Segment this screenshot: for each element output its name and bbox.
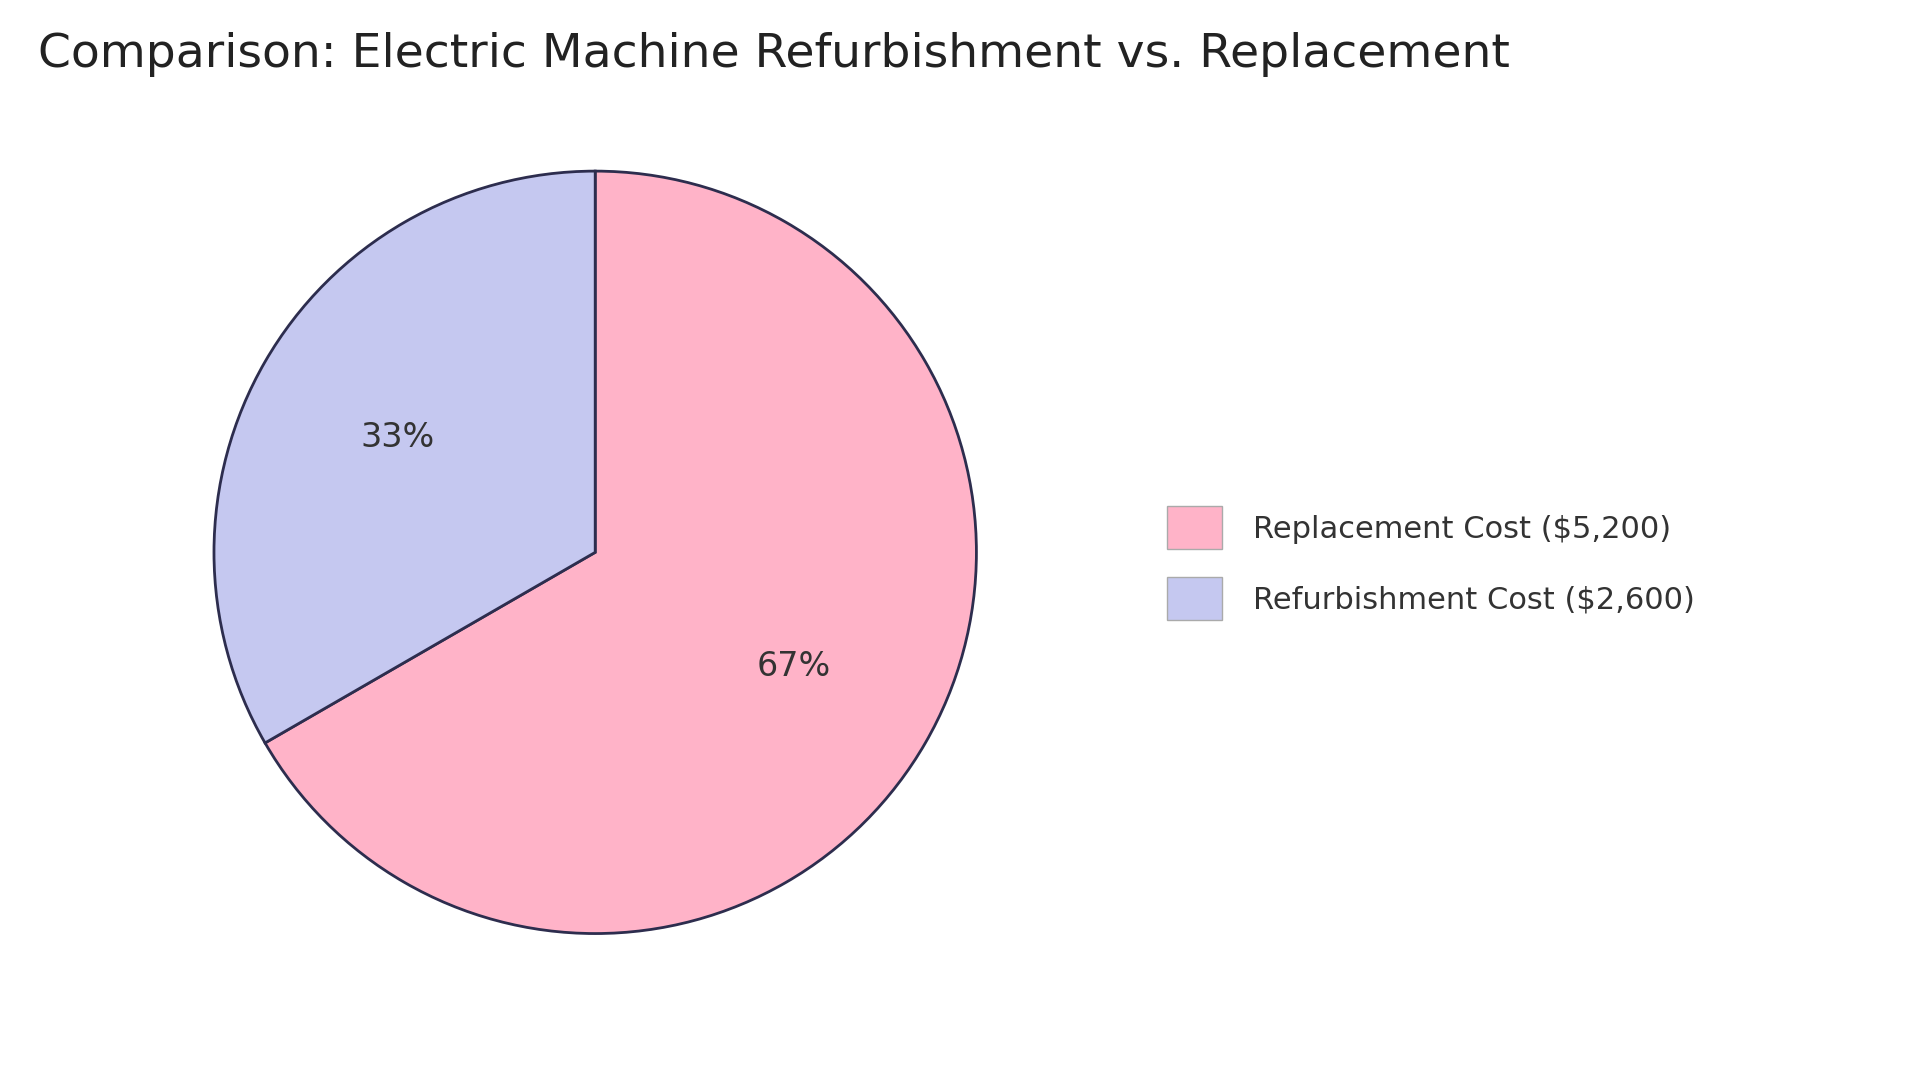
Text: 33%: 33% <box>359 421 434 455</box>
Wedge shape <box>265 171 977 934</box>
Text: Comparison: Electric Machine Refurbishment vs. Replacement: Comparison: Electric Machine Refurbishme… <box>38 32 1511 78</box>
Legend: Replacement Cost ($5,200), Refurbishment Cost ($2,600): Replacement Cost ($5,200), Refurbishment… <box>1167 506 1695 621</box>
Text: 67%: 67% <box>756 650 831 683</box>
Wedge shape <box>213 171 595 743</box>
